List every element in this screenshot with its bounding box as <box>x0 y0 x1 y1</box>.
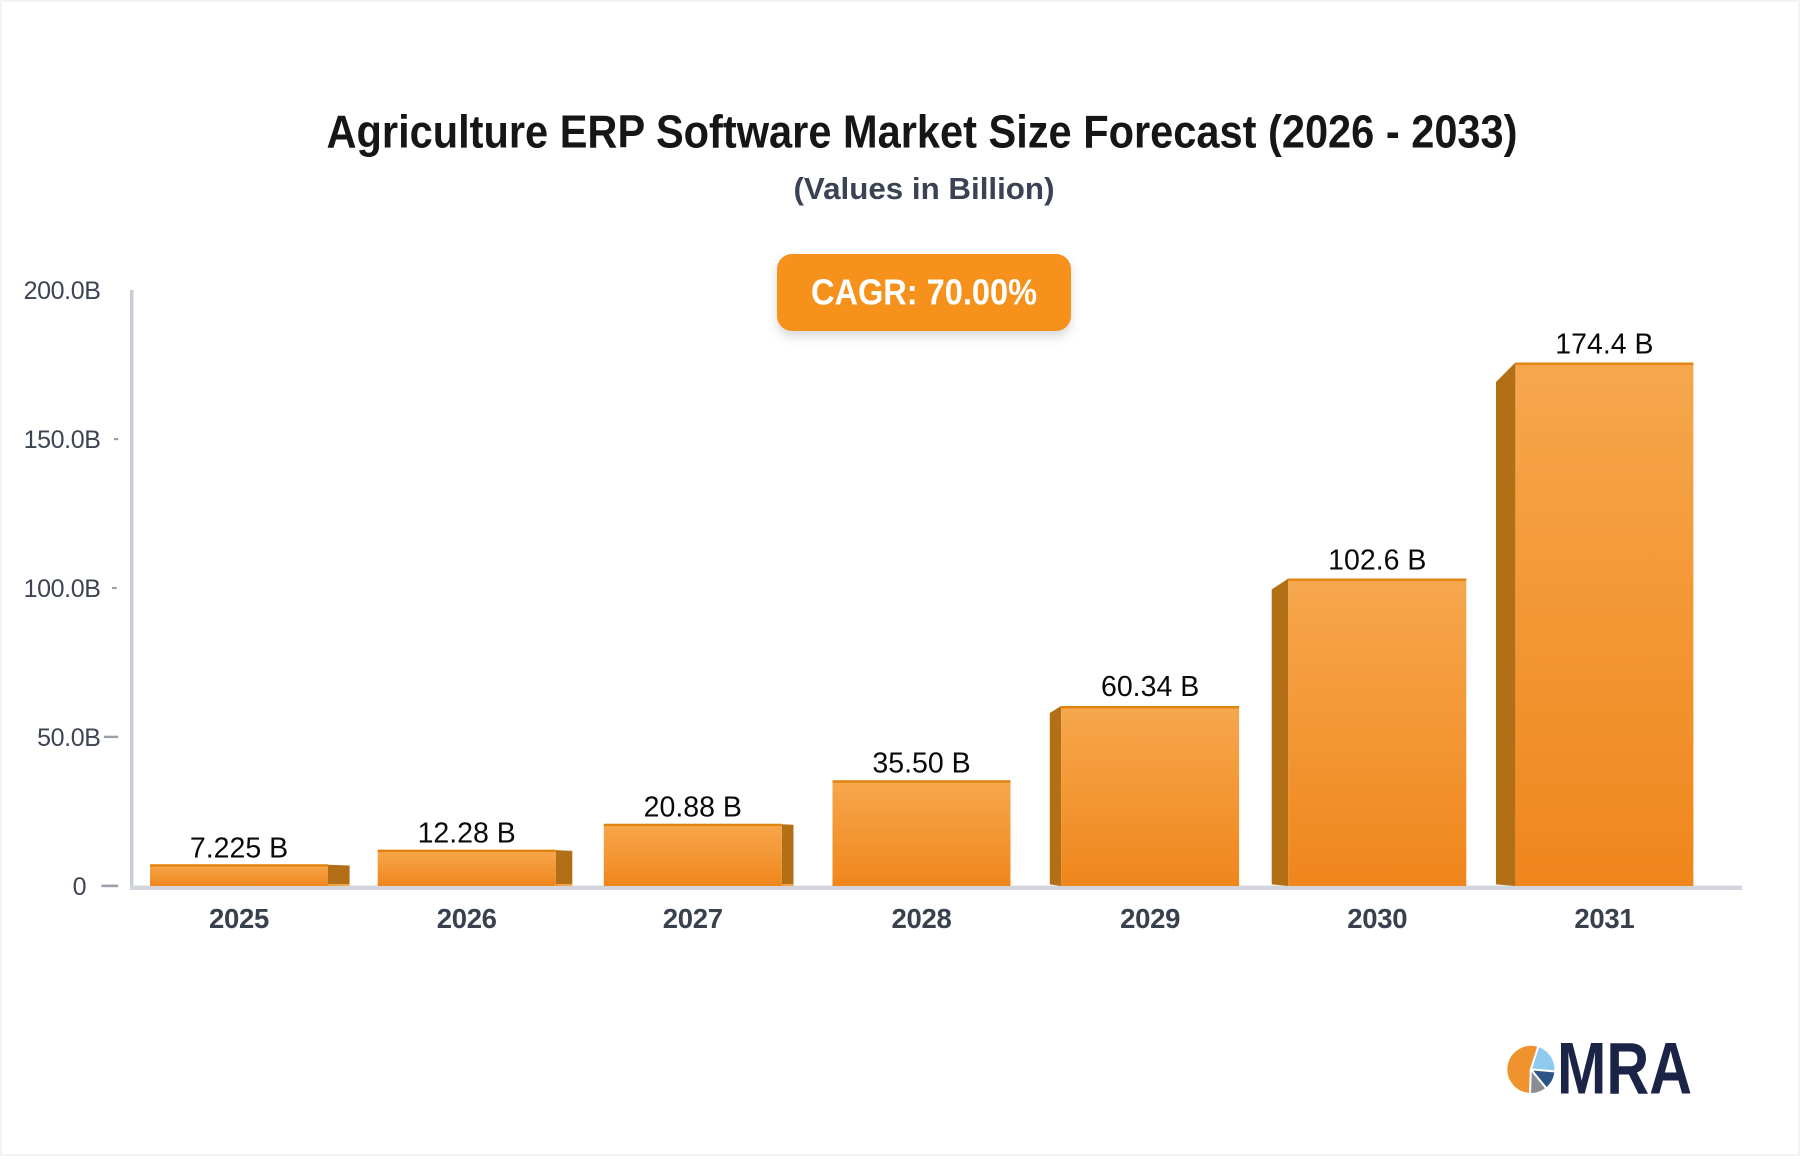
svg-text:2031: 2031 <box>1574 903 1634 934</box>
svg-text:100.0B: 100.0B <box>24 575 101 603</box>
svg-text:102.6 B: 102.6 B <box>1328 545 1426 577</box>
svg-text:2025: 2025 <box>209 903 269 934</box>
svg-text:Agriculture ERP Software Marke: Agriculture ERP Software Market Size For… <box>327 106 1518 158</box>
svg-text:(Values in Billion): (Values in Billion) <box>794 171 1055 206</box>
svg-text:CAGR: 70.00%: CAGR: 70.00% <box>811 272 1037 313</box>
svg-text:150.0B: 150.0B <box>24 426 101 454</box>
svg-text:2029: 2029 <box>1120 903 1180 934</box>
svg-text:35.50 B: 35.50 B <box>872 747 970 779</box>
svg-text:7.225 B: 7.225 B <box>190 833 288 865</box>
svg-text:2027: 2027 <box>663 903 723 934</box>
svg-text:MRA: MRA <box>1557 1029 1692 1110</box>
svg-text:60.34 B: 60.34 B <box>1101 671 1199 703</box>
svg-text:50.0B: 50.0B <box>37 724 100 752</box>
svg-text:200.0B: 200.0B <box>24 277 101 305</box>
svg-text:20.88 B: 20.88 B <box>644 791 742 823</box>
svg-text:174.4 B: 174.4 B <box>1555 328 1653 360</box>
svg-text:2028: 2028 <box>892 903 952 934</box>
svg-text:2026: 2026 <box>437 903 497 934</box>
svg-text:12.28 B: 12.28 B <box>418 818 516 850</box>
svg-text:2030: 2030 <box>1347 903 1407 934</box>
svg-text:0: 0 <box>73 873 87 901</box>
